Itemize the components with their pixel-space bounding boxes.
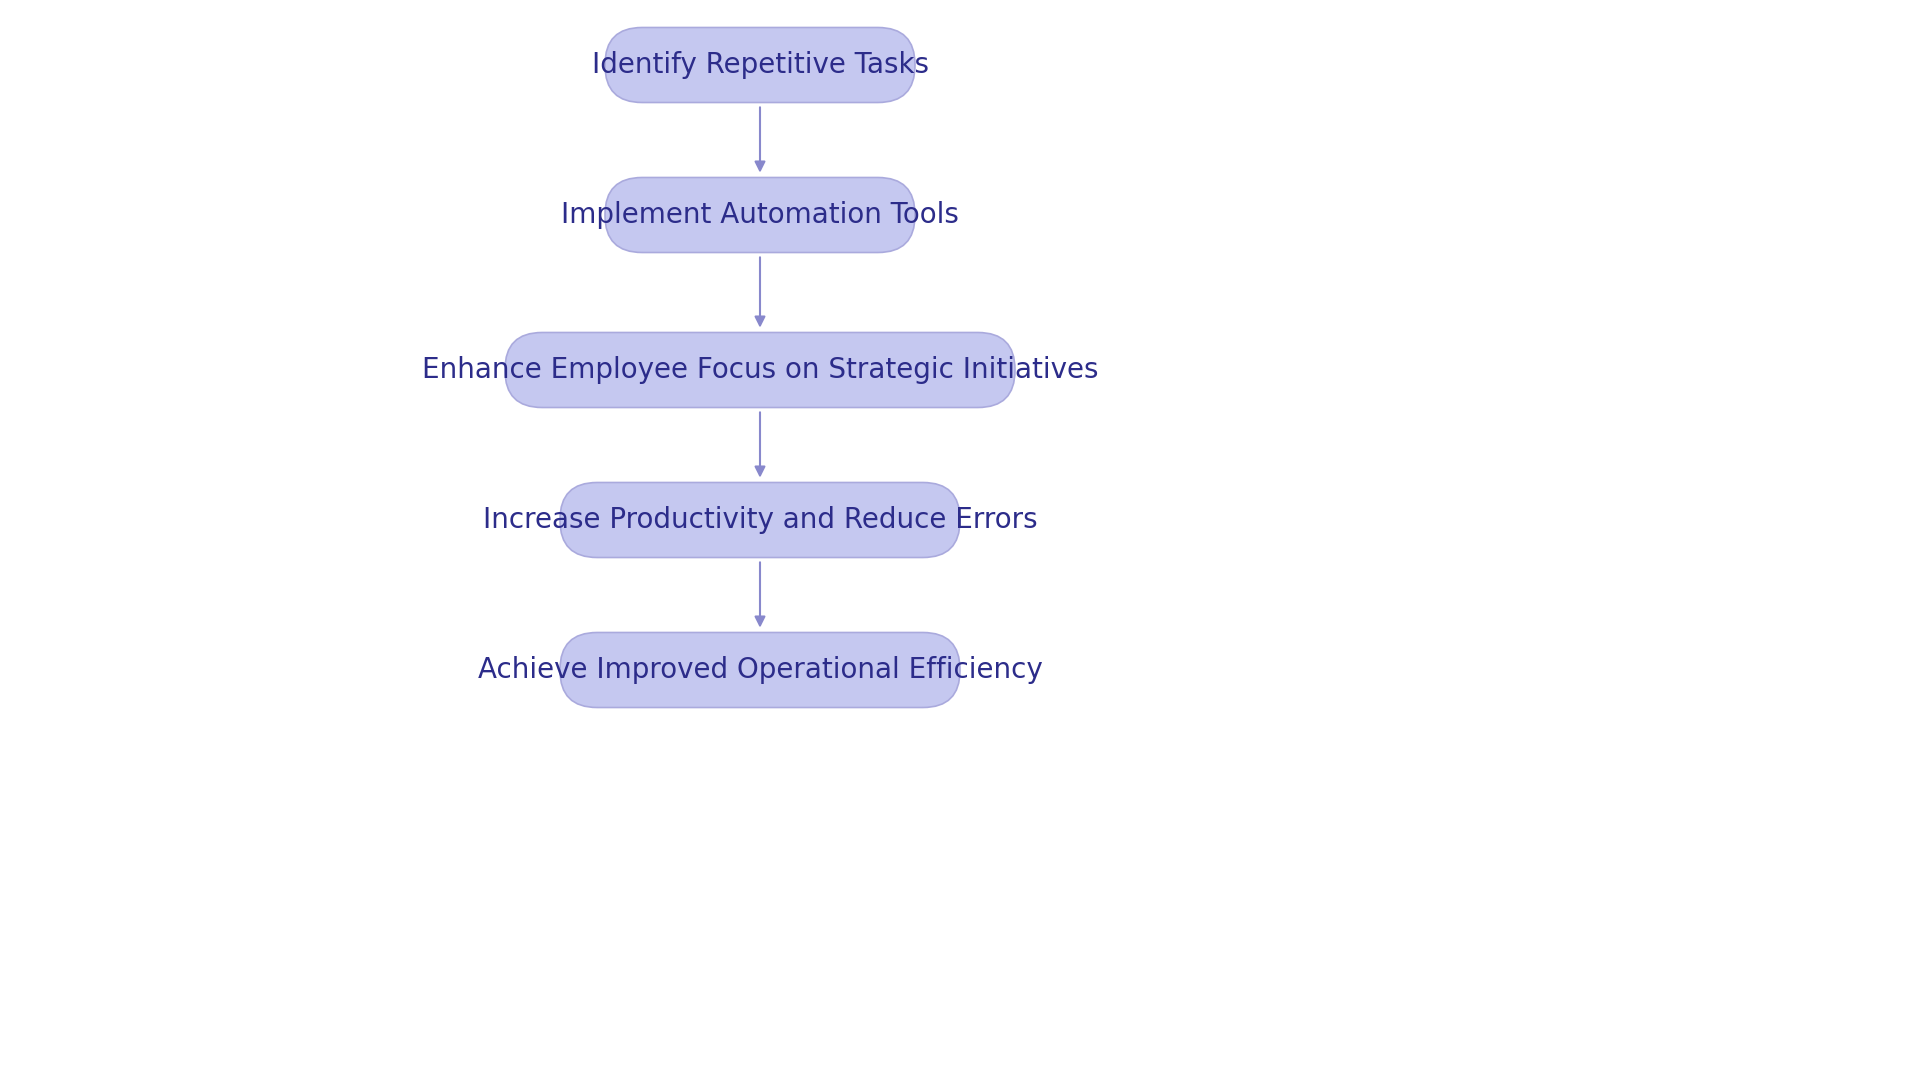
FancyBboxPatch shape	[561, 632, 960, 707]
Text: Identify Repetitive Tasks: Identify Repetitive Tasks	[591, 51, 929, 79]
FancyBboxPatch shape	[605, 178, 916, 252]
Text: Enhance Employee Focus on Strategic Initiatives: Enhance Employee Focus on Strategic Init…	[422, 356, 1098, 384]
FancyBboxPatch shape	[505, 332, 1016, 407]
Text: Increase Productivity and Reduce Errors: Increase Productivity and Reduce Errors	[482, 506, 1037, 534]
Text: Achieve Improved Operational Efficiency: Achieve Improved Operational Efficiency	[478, 656, 1043, 684]
Text: Implement Automation Tools: Implement Automation Tools	[561, 201, 958, 229]
FancyBboxPatch shape	[605, 27, 916, 103]
FancyBboxPatch shape	[561, 483, 960, 558]
